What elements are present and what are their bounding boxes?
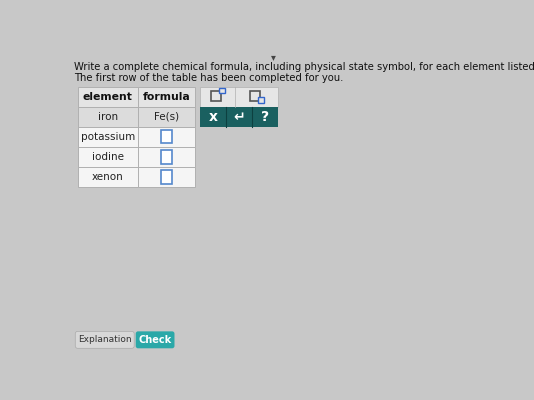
- Bar: [258, 97, 264, 103]
- Bar: [138, 146, 195, 166]
- Text: ↵: ↵: [233, 110, 245, 124]
- Bar: [138, 86, 195, 106]
- Text: Write a complete chemical formula, including physical state symbol, for each ele: Write a complete chemical formula, inclu…: [75, 62, 534, 72]
- FancyBboxPatch shape: [136, 331, 175, 348]
- Text: ?: ?: [261, 110, 269, 124]
- Text: potassium: potassium: [81, 132, 135, 142]
- Bar: [77, 166, 138, 186]
- Bar: [77, 146, 138, 166]
- Text: Explanation: Explanation: [78, 335, 131, 344]
- Text: iodine: iodine: [92, 152, 124, 162]
- Text: formula: formula: [143, 92, 191, 102]
- Text: iron: iron: [98, 112, 118, 122]
- Text: ▾: ▾: [271, 52, 276, 62]
- Text: x: x: [208, 110, 217, 124]
- Bar: [250, 91, 260, 101]
- Text: element: element: [83, 92, 133, 102]
- Bar: [138, 126, 195, 146]
- Bar: [138, 106, 195, 126]
- Bar: [77, 86, 138, 106]
- Bar: [200, 86, 278, 106]
- FancyBboxPatch shape: [75, 331, 134, 348]
- Bar: [219, 88, 225, 94]
- Bar: [200, 106, 278, 126]
- Bar: [77, 106, 138, 126]
- Bar: [161, 130, 172, 144]
- Text: xenon: xenon: [92, 172, 124, 182]
- Bar: [161, 150, 172, 164]
- Text: Check: Check: [138, 335, 172, 345]
- Text: Fe(s): Fe(s): [154, 112, 179, 122]
- Bar: [77, 126, 138, 146]
- Bar: [211, 91, 221, 101]
- Bar: [138, 166, 195, 186]
- Text: The first row of the table has been completed for you.: The first row of the table has been comp…: [75, 73, 344, 83]
- Bar: [161, 170, 172, 184]
